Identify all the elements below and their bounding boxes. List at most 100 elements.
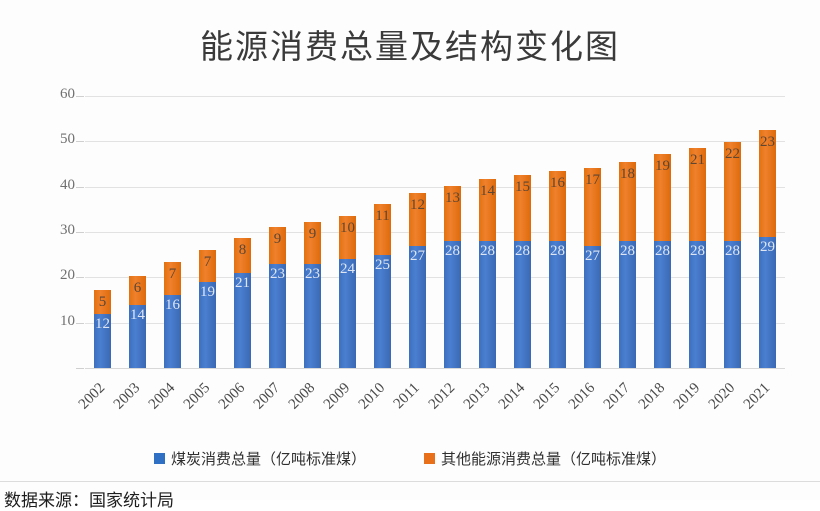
- bar-segment-other[interactable]: 17: [583, 168, 602, 246]
- bar-segment-coal[interactable]: 28: [618, 241, 637, 368]
- bar-stack[interactable]: 27 12: [408, 192, 427, 368]
- bar-segment-coal[interactable]: 28: [723, 241, 742, 368]
- bar-stack[interactable]: 28 19: [653, 154, 672, 368]
- source-note: 数据来源：国家统计局: [4, 491, 174, 510]
- bar-value-label-other: 7: [168, 266, 177, 283]
- bar-value-label-other: 10: [340, 219, 355, 236]
- energy-consumption-chart: 能源消费总量及结构变化图 12 5 14 6 16 7 19 7 21 8 23 9 23 9 24 10 25…: [0, 30, 820, 510]
- bar-segment-other[interactable]: 9: [268, 226, 287, 264]
- y-axis-tick-label: 50: [60, 131, 75, 148]
- bar-value-label-other: 23: [760, 134, 775, 151]
- bar-segment-other[interactable]: 21: [688, 147, 707, 242]
- bar-stack[interactable]: 28 22: [723, 142, 742, 368]
- bar-segment-coal[interactable]: 19: [198, 281, 217, 368]
- bar-segment-coal[interactable]: 23: [303, 263, 322, 368]
- bar-segment-other[interactable]: 13: [443, 185, 462, 242]
- bar-segment-coal[interactable]: 16: [163, 295, 182, 368]
- legend-label: 其他能源消费总量（亿吨标准煤）: [441, 452, 667, 468]
- bar-value-label-other: 5: [98, 293, 107, 310]
- bar-stack[interactable]: 19 7: [198, 249, 217, 368]
- bar-stack[interactable]: 28 14: [478, 178, 497, 368]
- bar-segment-coal[interactable]: 28: [653, 241, 672, 368]
- bar-value-label-other: 16: [550, 175, 565, 192]
- bar-value-label-coal: 25: [375, 256, 390, 273]
- bar-segment-other[interactable]: 8: [233, 238, 252, 273]
- bar-value-label-coal: 23: [305, 265, 320, 282]
- bar-segment-other[interactable]: 22: [723, 142, 742, 242]
- bar-stack[interactable]: 16 7: [163, 262, 182, 368]
- bar-segment-other[interactable]: 23: [758, 130, 777, 237]
- bar-segment-other[interactable]: 16: [548, 171, 567, 242]
- bar-segment-other[interactable]: 7: [163, 262, 182, 296]
- bar-stack[interactable]: 29 23: [758, 130, 777, 368]
- x-axis-tick-label: 2019: [670, 380, 703, 413]
- bar-value-label-other: 15: [515, 178, 530, 195]
- bar-value-label-coal: 28: [480, 243, 495, 260]
- bar-stack[interactable]: 27 17: [583, 168, 602, 368]
- y-axis-tick-mark: [76, 96, 84, 97]
- x-axis-tick-label: 2007: [250, 380, 283, 413]
- x-axis-tick-label: 2018: [635, 380, 668, 413]
- bar-segment-coal[interactable]: 28: [478, 241, 497, 368]
- bar-value-label-coal: 27: [585, 247, 600, 264]
- chart-legend: 煤炭消费总量（亿吨标准煤） 其他能源消费总量（亿吨标准煤）: [0, 448, 820, 469]
- bar-stack[interactable]: 28 13: [443, 185, 462, 368]
- y-axis-tick-label: 20: [60, 267, 75, 284]
- bar-segment-coal[interactable]: 28: [513, 241, 532, 368]
- bar-stack[interactable]: 23 9: [303, 222, 322, 368]
- bar-stack[interactable]: 28 21: [688, 147, 707, 368]
- bar-value-label-coal: 28: [550, 243, 565, 260]
- bar-segment-other[interactable]: 6: [128, 275, 147, 305]
- bar-stack[interactable]: 23 9: [268, 226, 287, 368]
- bar-stack[interactable]: 28 18: [618, 162, 637, 368]
- bar-segment-coal[interactable]: 28: [443, 241, 462, 368]
- bar-segment-other[interactable]: 19: [653, 154, 672, 242]
- bar-stack[interactable]: 14 6: [128, 275, 147, 368]
- bar-value-label-other: 17: [585, 172, 600, 189]
- bar-value-label-other: 6: [133, 279, 142, 296]
- bar-stack[interactable]: 24 10: [338, 215, 357, 368]
- bar-segment-other[interactable]: 10: [338, 215, 357, 260]
- bar-value-label-coal: 24: [340, 261, 355, 278]
- bar-segment-other[interactable]: 12: [408, 192, 427, 246]
- bar-segment-coal[interactable]: 28: [688, 241, 707, 368]
- bar-value-label-coal: 21: [235, 274, 250, 291]
- bar-stack[interactable]: 12 5: [93, 289, 112, 368]
- bar-segment-coal[interactable]: 12: [93, 313, 112, 368]
- x-axis-tick-label: 2008: [285, 380, 318, 413]
- gridline: [85, 232, 785, 233]
- bar-segment-other[interactable]: 7: [198, 249, 217, 282]
- bar-segment-coal[interactable]: 25: [373, 254, 392, 368]
- bar-segment-other[interactable]: 18: [618, 162, 637, 242]
- bar-segment-coal[interactable]: 27: [583, 245, 602, 368]
- bar-value-label-other: 9: [308, 226, 317, 243]
- bar-stack[interactable]: 21 8: [233, 238, 252, 368]
- y-axis-tick-label: 40: [60, 176, 75, 193]
- legend-item[interactable]: 其他能源消费总量（亿吨标准煤）: [424, 448, 666, 469]
- legend-item[interactable]: 煤炭消费总量（亿吨标准煤）: [153, 448, 366, 469]
- x-axis-tick-label: 2016: [565, 380, 598, 413]
- bar-segment-coal[interactable]: 14: [128, 304, 147, 368]
- bar-segment-coal[interactable]: 28: [548, 241, 567, 368]
- bar-stack[interactable]: 28 16: [548, 171, 567, 368]
- x-axis-tick-label: 2012: [425, 380, 458, 413]
- bar-segment-coal[interactable]: 21: [233, 272, 252, 368]
- bar-segment-coal[interactable]: 24: [338, 259, 357, 368]
- bar-segment-coal[interactable]: 27: [408, 245, 427, 368]
- bar-value-label-other: 22: [725, 146, 740, 163]
- plot-area: 12 5 14 6 16 7 19 7 21 8 23 9 23 9 24 10 25 11 27 12 28 13 28 1…: [85, 96, 785, 368]
- bar-value-label-other: 9: [273, 230, 282, 247]
- bar-segment-coal[interactable]: 23: [268, 263, 287, 368]
- bar-segment-other[interactable]: 14: [478, 178, 497, 242]
- bar-segment-other[interactable]: 9: [303, 222, 322, 264]
- bar-value-label-other: 13: [445, 189, 460, 206]
- bar-segment-other[interactable]: 5: [93, 289, 112, 314]
- bar-segment-other[interactable]: 11: [373, 204, 392, 255]
- bar-stack[interactable]: 28 15: [513, 174, 532, 368]
- bar-stack[interactable]: 25 11: [373, 204, 392, 368]
- bar-segment-other[interactable]: 15: [513, 174, 532, 242]
- bar-value-label-other: 8: [238, 242, 247, 259]
- x-axis-tick-label: 2013: [460, 380, 493, 413]
- y-axis-tick-mark: [76, 141, 84, 143]
- bar-segment-coal[interactable]: 29: [758, 236, 777, 368]
